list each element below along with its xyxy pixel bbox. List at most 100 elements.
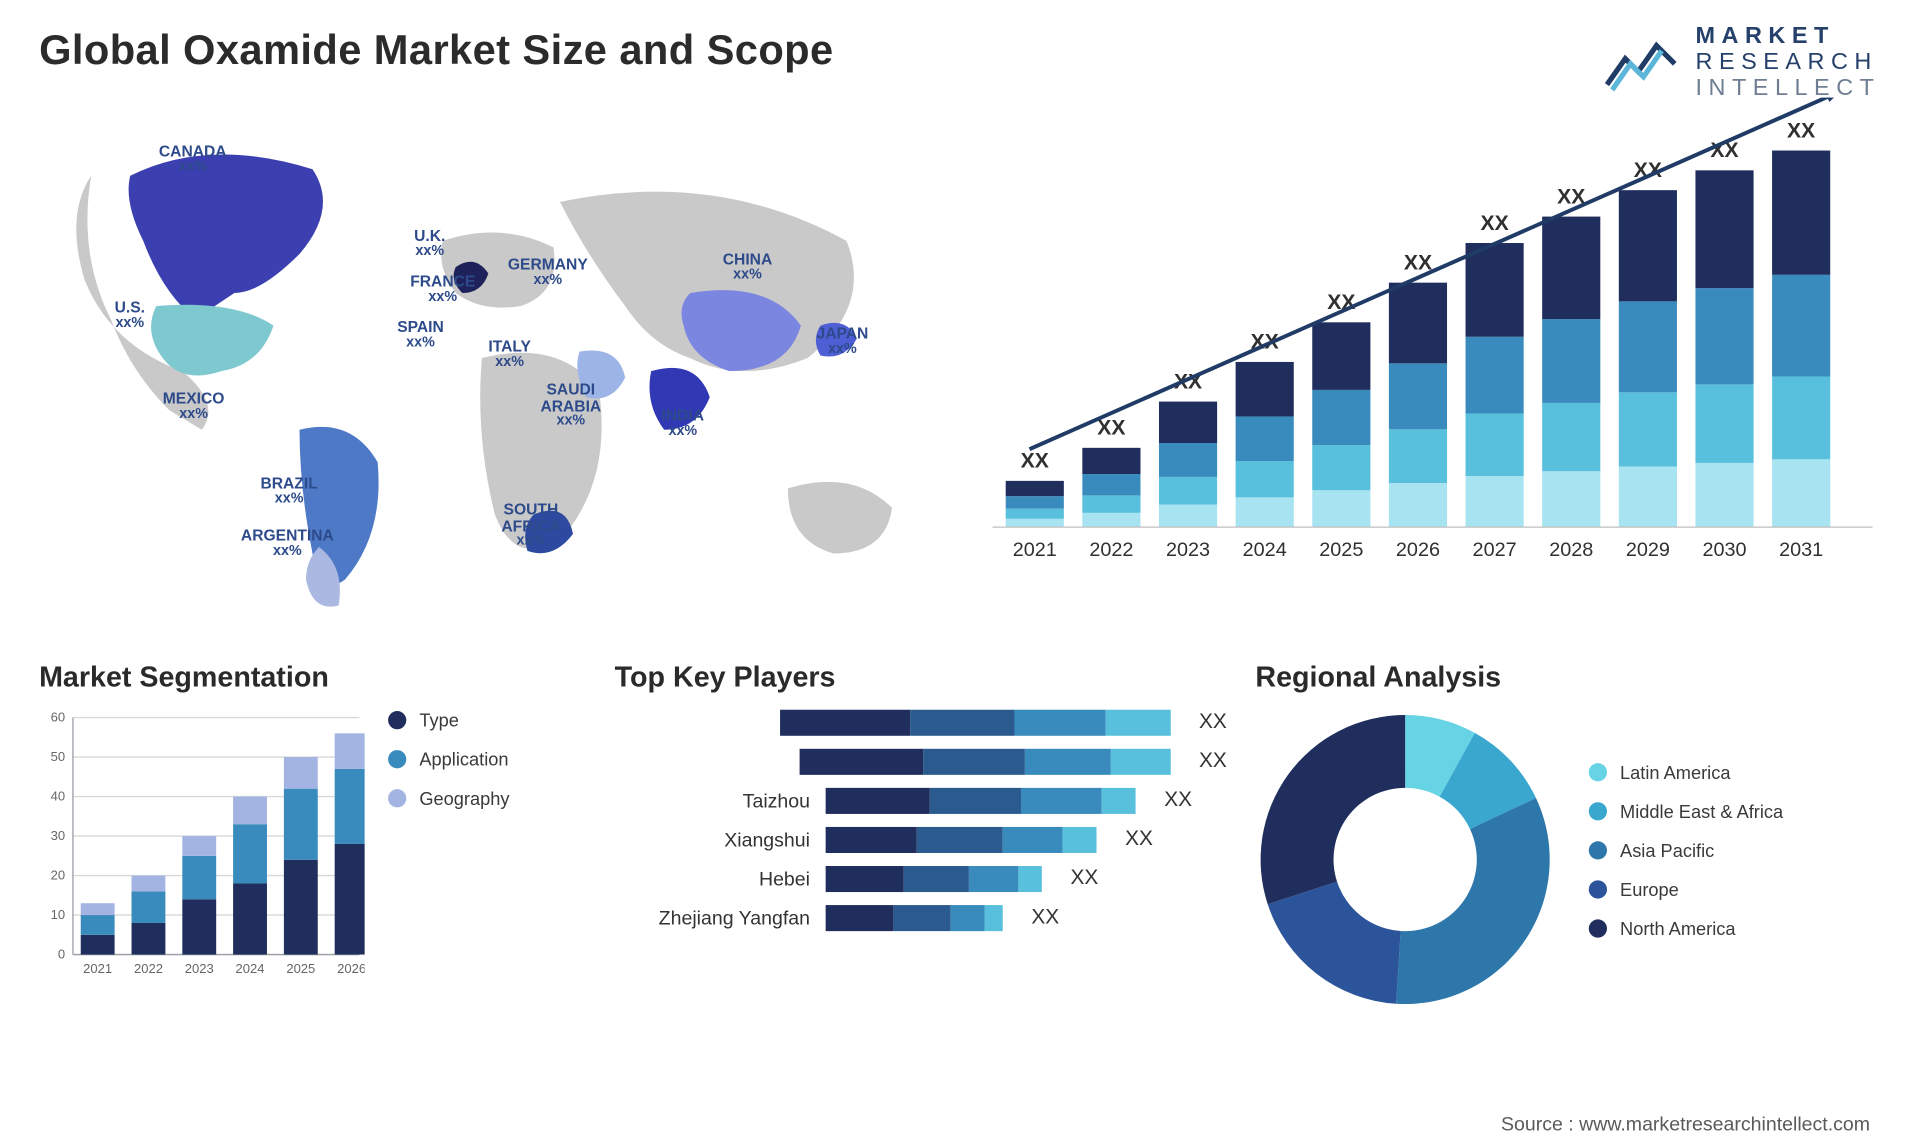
map-label: JAPANxx% <box>817 326 869 357</box>
player-bar-seg <box>1105 710 1170 736</box>
player-label: Taizhou <box>615 790 810 812</box>
player-bar-seg <box>917 827 1003 853</box>
world-map: CANADAxx%U.S.xx%MEXICOxx%BRAZILxx%ARGENT… <box>39 98 951 619</box>
players-rows: XXXXTaizhouXXXiangshuiXXHebeiXXZhejiang … <box>615 710 1227 931</box>
brand-line1: MARKET <box>1696 23 1881 49</box>
svg-text:XX: XX <box>1404 251 1432 274</box>
legend-label: Asia Pacific <box>1620 840 1714 861</box>
svg-text:2026: 2026 <box>337 961 365 976</box>
player-bar <box>826 866 1042 892</box>
player-row: Zhejiang Yangfan XX <box>615 905 1227 931</box>
svg-text:60: 60 <box>51 710 65 725</box>
player-bar-seg <box>893 905 950 931</box>
map-label: CHINAxx% <box>723 251 772 282</box>
svg-text:2022: 2022 <box>1089 539 1133 561</box>
player-row: XX <box>615 749 1227 775</box>
legend-label: Application <box>419 749 508 770</box>
svg-text:2029: 2029 <box>1626 539 1670 561</box>
player-bar-seg <box>780 710 910 736</box>
legend-label: Europe <box>1620 879 1679 900</box>
source-text: Source : www.marketresearchintellect.com <box>1501 1113 1870 1135</box>
player-bar-seg <box>826 866 904 892</box>
segmentation-title: Market Segmentation <box>39 660 586 694</box>
player-bar-seg <box>985 905 1003 931</box>
player-bar-seg <box>1003 827 1063 853</box>
player-label: Zhejiang Yangfan <box>615 907 810 929</box>
map-label: ARGENTINAxx% <box>241 527 334 558</box>
svg-text:0: 0 <box>58 946 65 961</box>
player-bar-seg <box>1018 866 1041 892</box>
player-bar-seg <box>969 866 1018 892</box>
svg-text:2024: 2024 <box>1243 539 1287 561</box>
player-bar-seg <box>1021 788 1102 814</box>
legend-row: Latin America <box>1589 762 1783 783</box>
segmentation-legend: TypeApplicationGeography <box>388 710 509 827</box>
brand-name: MARKET RESEARCH INTELLECT <box>1696 23 1881 100</box>
legend-label: Latin America <box>1620 762 1730 783</box>
svg-text:2024: 2024 <box>236 961 265 976</box>
svg-text:2021: 2021 <box>83 961 112 976</box>
map-label: CANADAxx% <box>159 143 227 174</box>
svg-text:2025: 2025 <box>286 961 315 976</box>
legend-dot <box>388 711 406 729</box>
player-bar-seg <box>904 866 969 892</box>
svg-text:2030: 2030 <box>1702 539 1746 561</box>
player-bar-seg <box>923 749 1025 775</box>
player-value: XX <box>1125 828 1153 851</box>
legend-row: Middle East & Africa <box>1589 801 1783 822</box>
brand-mark-icon <box>1604 32 1677 92</box>
player-row: Taizhou XX <box>615 788 1227 814</box>
svg-text:2023: 2023 <box>185 961 214 976</box>
players-panel: Top Key Players XXXXTaizhouXXXiangshuiXX… <box>615 660 1227 1009</box>
legend-dot <box>1589 841 1607 859</box>
player-bar-seg <box>826 788 930 814</box>
svg-text:20: 20 <box>51 867 65 882</box>
svg-text:2026: 2026 <box>1396 539 1440 561</box>
svg-text:2027: 2027 <box>1473 539 1517 561</box>
svg-text:2028: 2028 <box>1549 539 1593 561</box>
legend-row: Type <box>388 710 509 731</box>
player-bar-seg <box>799 749 923 775</box>
player-bar-seg <box>1102 788 1136 814</box>
svg-text:XX: XX <box>1097 417 1125 440</box>
player-value: XX <box>1070 867 1098 890</box>
map-label: SPAINxx% <box>397 319 444 350</box>
svg-text:40: 40 <box>51 788 65 803</box>
legend-row: Application <box>388 749 509 770</box>
player-bar-seg <box>951 905 985 931</box>
legend-dot <box>388 750 406 768</box>
map-label: SAUDIARABIAxx% <box>540 382 601 430</box>
player-value: XX <box>1164 789 1192 812</box>
legend-dot <box>1589 880 1607 898</box>
map-label: U.K.xx% <box>414 228 445 259</box>
player-bar-seg <box>910 710 1014 736</box>
player-bar-seg <box>930 788 1021 814</box>
legend-label: Middle East & Africa <box>1620 801 1783 822</box>
svg-text:XX: XX <box>1481 212 1509 235</box>
map-label: INDIAxx% <box>662 408 705 439</box>
player-value: XX <box>1199 711 1227 734</box>
segmentation-chart-svg: 0102030405060202120222023202420252026 <box>39 710 365 983</box>
legend-row: North America <box>1589 918 1783 939</box>
map-label: MEXICOxx% <box>163 391 225 422</box>
legend-dot <box>388 789 406 807</box>
svg-text:2031: 2031 <box>1779 539 1823 561</box>
player-bar <box>826 905 1003 931</box>
map-label: SOUTHAFRICAxx% <box>501 501 560 549</box>
player-value: XX <box>1031 906 1059 929</box>
map-label: BRAZILxx% <box>260 475 317 506</box>
svg-text:2025: 2025 <box>1319 539 1363 561</box>
segmentation-panel: Market Segmentation 01020304050602021202… <box>39 660 586 1009</box>
player-value: XX <box>1199 750 1227 773</box>
player-bar-seg <box>826 827 917 853</box>
player-bar <box>826 788 1136 814</box>
svg-text:50: 50 <box>51 749 65 764</box>
legend-dot <box>1589 763 1607 781</box>
legend-label: North America <box>1620 918 1736 939</box>
player-bar-seg <box>826 905 894 931</box>
regional-legend: Latin America Middle East & Africa Asia Pa… <box>1589 762 1783 957</box>
player-bar <box>799 749 1170 775</box>
players-title: Top Key Players <box>615 660 1227 694</box>
svg-text:30: 30 <box>51 828 65 843</box>
svg-text:2021: 2021 <box>1013 539 1057 561</box>
